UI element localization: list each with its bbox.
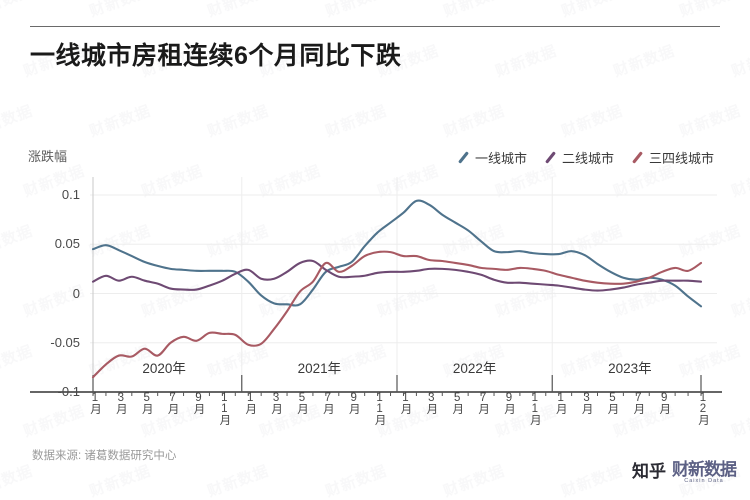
series-line-2 [91, 259, 703, 292]
year-label-2: 2021年 [297, 361, 342, 376]
zhihu-logo: 知乎 [632, 462, 666, 481]
y-tick-label: 0.1 [61, 187, 80, 202]
x-tick-label: 9月 [502, 392, 515, 414]
caixin-logo: 财新数据 Caixin Data [672, 455, 737, 484]
legend-label: 一线城市 [474, 151, 527, 166]
legend-swatch-icon [631, 151, 644, 164]
x-tick-label: 1月 [89, 392, 101, 414]
y-axis-label: 涨跌幅 [28, 149, 68, 164]
y-tick-label: -0.05 [50, 334, 80, 350]
page-title: 一线城市房租连续6个月同比下跌 [30, 42, 402, 70]
x-tick-label: 3月 [580, 392, 593, 414]
legend-item-2[interactable]: 二线城市 [544, 148, 614, 167]
x-tick-label: 3月 [425, 392, 438, 414]
chart-legend: 一线城市 二线城市 三四线城市 [457, 148, 714, 167]
x-tick-label: 5月 [140, 392, 153, 414]
caixin-logo-sub: Caixin Data [684, 478, 724, 484]
y-tick-label: -0.1 [57, 384, 80, 399]
x-tick-label: 9月 [658, 392, 671, 414]
x-tick-label: 1月 [554, 392, 567, 414]
x-tick-label: 12月 [697, 392, 709, 425]
x-tick-label: 1月 [399, 392, 412, 414]
x-tick-label: 7月 [321, 392, 334, 414]
year-label-1: 2020年 [142, 361, 186, 376]
legend-swatch-icon [544, 151, 557, 164]
x-tick-label: 1月 [244, 392, 257, 414]
series-line-1 [91, 199, 703, 308]
x-tick-label: 7月 [166, 392, 179, 414]
x-tick-label: 5月 [295, 392, 308, 414]
series-line-3 [91, 250, 703, 379]
y-tick-label: 0 [72, 285, 80, 301]
legend-label: 二线城市 [561, 151, 614, 166]
y-tick-label: 0.05 [54, 236, 80, 252]
x-tick-label: 3月 [114, 392, 127, 414]
x-tick-label: 7月 [477, 392, 490, 414]
legend-label: 三四线城市 [648, 151, 714, 166]
x-tick-label: 7月 [632, 392, 645, 414]
x-tick-label: 5月 [451, 392, 464, 414]
legend-swatch-icon [457, 151, 470, 164]
x-tick-label: 5月 [606, 392, 619, 414]
year-label-3: 2022年 [452, 361, 497, 376]
x-tick-label: 9月 [347, 392, 360, 414]
x-tick-label: 11月 [218, 392, 231, 425]
x-tick-label: 9月 [192, 392, 205, 414]
x-tick-label: 11月 [528, 392, 541, 425]
header-divider [30, 26, 720, 27]
legend-item-1[interactable]: 一线城市 [457, 148, 527, 167]
caixin-logo-main: 财新数据 [672, 460, 737, 479]
source-note: 数据来源: 诸葛数据研究中心 [32, 450, 177, 462]
legend-item-3[interactable]: 三四线城市 [631, 148, 714, 167]
brand-watermark: 知乎 财新数据 Caixin Data [632, 455, 737, 484]
year-label-4: 2023年 [608, 361, 652, 376]
x-tick-label: 11月 [373, 392, 386, 425]
x-tick-label: 3月 [270, 392, 283, 414]
